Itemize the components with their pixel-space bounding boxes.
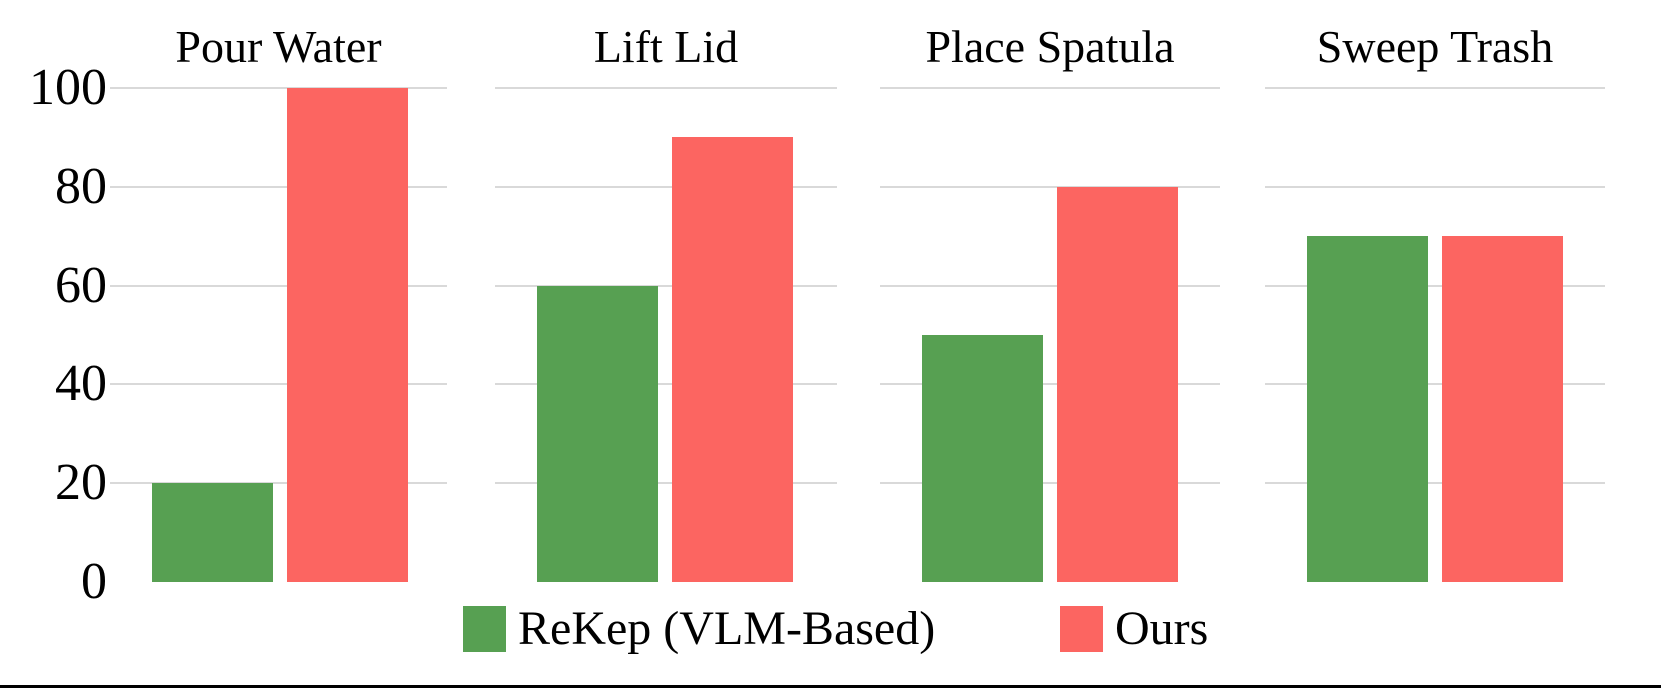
panel-title-lift-lid: Lift Lid <box>593 21 739 72</box>
legend-label-ours: Ours <box>1115 602 1209 655</box>
bar-lift-lid-ours <box>672 137 793 582</box>
gridline-20 <box>1265 482 1605 485</box>
gridline-80 <box>110 185 447 188</box>
panel-plot-sweep-trash <box>1265 87 1605 582</box>
bar-sweep-trash-rekep-vlm-based <box>1307 236 1428 582</box>
panel-plot-pour-water <box>110 87 447 582</box>
gridline-20 <box>880 482 1220 485</box>
gridline-40 <box>880 383 1220 386</box>
gridline-20 <box>110 482 447 485</box>
y-tick-label: 100 <box>29 59 107 116</box>
y-tick-label: 40 <box>55 355 107 413</box>
gridline-60 <box>880 284 1220 287</box>
bar-pour-water-rekep-vlm-based <box>152 483 273 582</box>
legend-label-rekep: ReKep (VLM-Based) <box>518 602 936 655</box>
y-tick-label: 20 <box>55 454 107 512</box>
y-tick-label: 0 <box>81 553 107 610</box>
legend-item-ours: Ours <box>1060 603 1208 655</box>
gridline-60 <box>110 284 447 287</box>
bar-pour-water-ours <box>287 88 408 582</box>
legend-swatch-rekep <box>463 606 506 652</box>
bar-place-spatula-rekep-vlm-based <box>922 335 1043 582</box>
gridline-40 <box>1265 383 1605 386</box>
gridline-80 <box>880 185 1220 188</box>
gridline-100 <box>110 87 447 89</box>
gridline-100 <box>495 87 837 89</box>
legend-item-rekep: ReKep (VLM-Based) <box>463 603 935 655</box>
gridline-100 <box>880 87 1220 89</box>
panel-title-place-spatula: Place Spatula <box>925 21 1175 72</box>
y-tick-label: 80 <box>55 157 107 215</box>
gridline-80 <box>495 185 837 188</box>
panel-plot-lift-lid <box>495 87 837 582</box>
panel-plot-place-spatula <box>880 87 1220 582</box>
bar-place-spatula-ours <box>1057 186 1178 582</box>
bar-lift-lid-rekep-vlm-based <box>537 285 658 582</box>
legend-swatch-ours <box>1060 606 1103 652</box>
gridline-40 <box>495 383 837 386</box>
gridline-100 <box>1265 87 1605 89</box>
gridline-60 <box>1265 284 1605 287</box>
bottom-rule <box>0 685 1661 688</box>
panel-title-sweep-trash: Sweep Trash <box>1316 21 1554 72</box>
gridline-80 <box>1265 185 1605 188</box>
gridline-60 <box>495 284 837 287</box>
y-tick-label: 60 <box>55 256 107 314</box>
gridline-40 <box>110 383 447 386</box>
bar-sweep-trash-ours <box>1442 236 1563 582</box>
panel-title-pour-water: Pour Water <box>175 21 382 72</box>
gridline-20 <box>495 482 837 485</box>
